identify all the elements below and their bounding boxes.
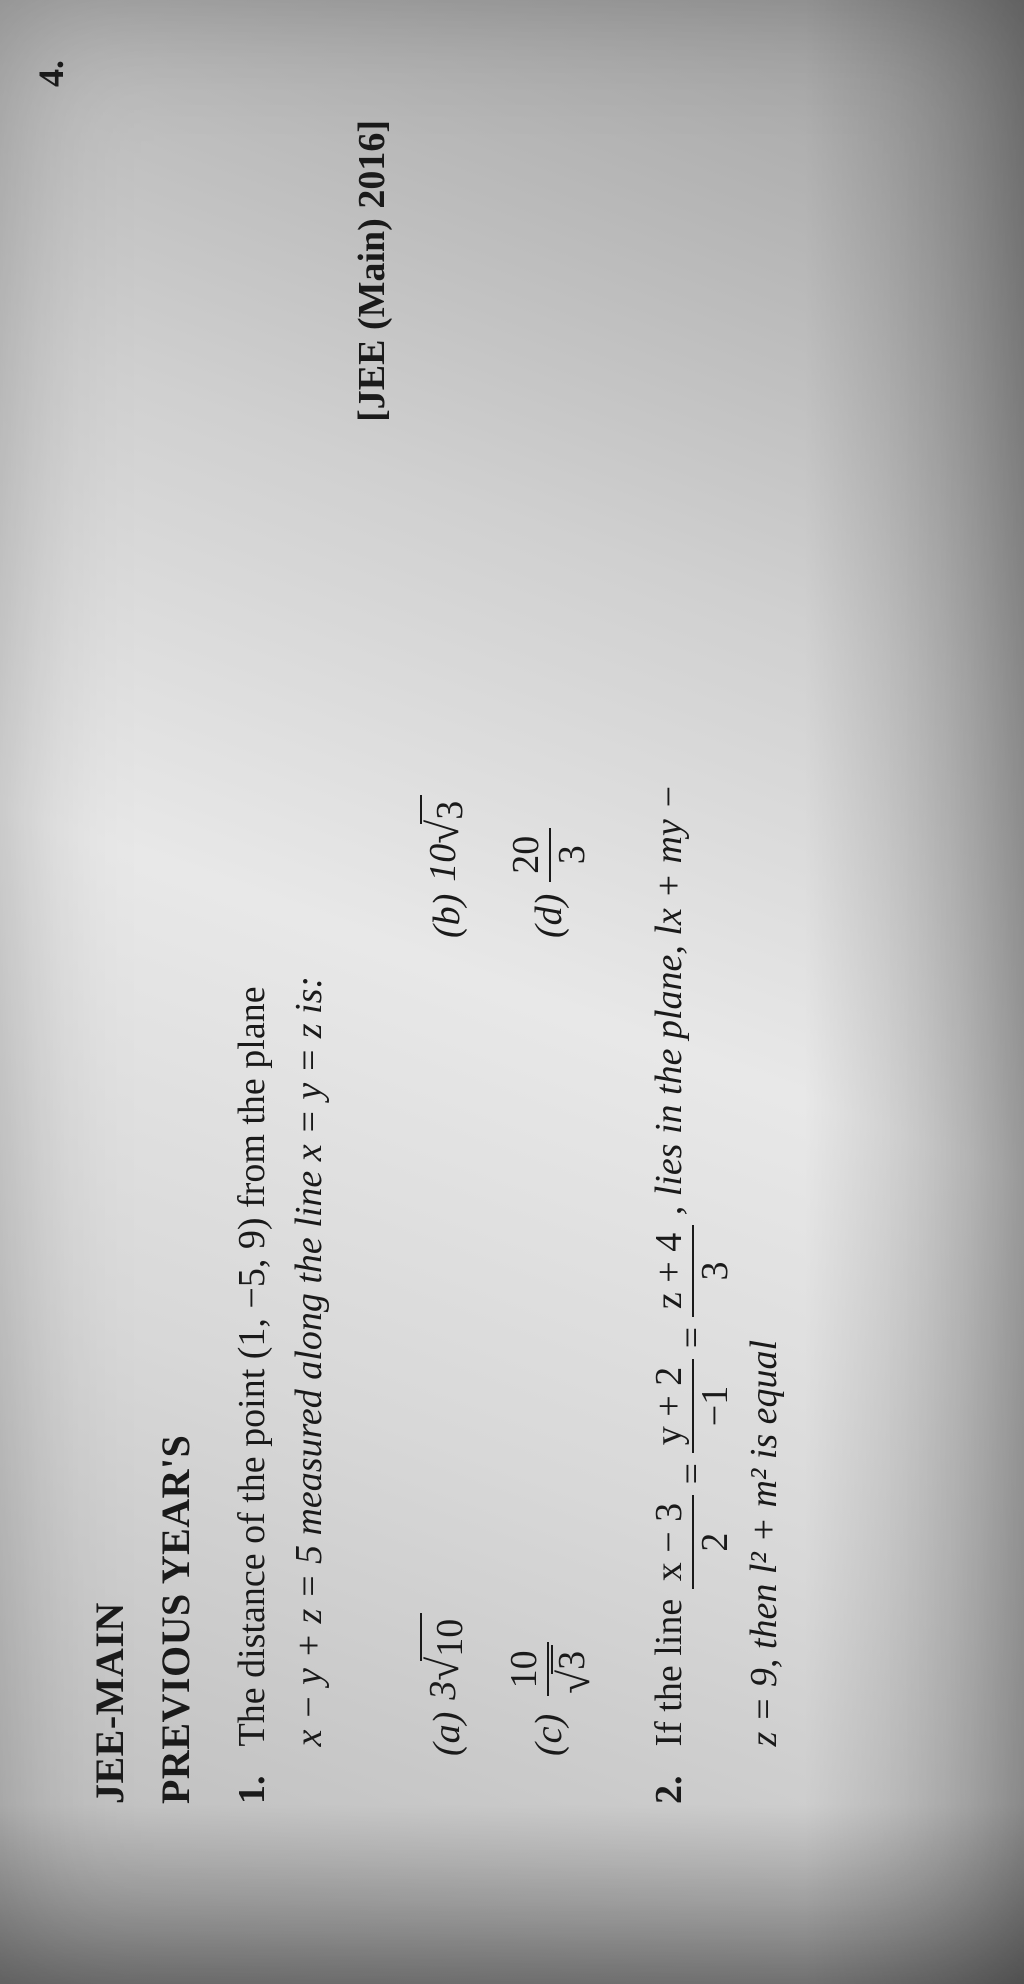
option-a: (a) 3√10 bbox=[415, 938, 479, 1756]
option-d: (d) 20 3 bbox=[505, 120, 595, 938]
fraction-numerator: y + 2 bbox=[650, 1359, 694, 1453]
option-c: (c) 10 √3 bbox=[505, 938, 595, 1756]
option-label: (d) bbox=[521, 894, 578, 938]
question-line-2: x − y + z = 5 measured along the line x … bbox=[288, 976, 330, 1747]
option-value: 3√10 bbox=[415, 1613, 479, 1700]
eq-frac-1: x − 3 2 bbox=[650, 1495, 736, 1589]
eq-frac-3: z + 4 3 bbox=[650, 1225, 736, 1317]
section-title-main: JEE-MAIN bbox=[80, 120, 140, 1804]
rotated-page-wrap: 4. JEE-MAIN PREVIOUS YEAR'S 1. The dista… bbox=[0, 960, 1024, 1984]
fraction-numerator: x − 3 bbox=[650, 1495, 694, 1589]
eq-sep: = bbox=[664, 1325, 721, 1351]
options-grid: (a) 3√10 (b) 10√3 (c) 10 bbox=[415, 120, 621, 1756]
fraction-numerator: z + 4 bbox=[650, 1225, 694, 1317]
fraction-denominator: −1 bbox=[694, 1378, 736, 1434]
question-text: The distance of the point (1, −5, 9) fro… bbox=[224, 123, 338, 1747]
question-reference: [JEE (Main) 2016] bbox=[344, 120, 401, 1804]
fraction-denominator: 3 bbox=[694, 1253, 736, 1288]
fraction-numerator: 20 bbox=[507, 828, 551, 882]
option-value: 10√3 bbox=[415, 795, 479, 882]
eq-sep: = bbox=[664, 1461, 721, 1487]
section-title-sub: PREVIOUS YEAR'S bbox=[146, 120, 206, 1804]
page-binding-shadow bbox=[0, 1804, 1024, 1984]
option-value-fraction: 20 3 bbox=[507, 828, 593, 882]
question-suffix: , lies in the plane, lx + my − bbox=[648, 784, 690, 1215]
question-1: 1. The distance of the point (1, −5, 9) … bbox=[224, 120, 621, 1804]
paper-page: 4. JEE-MAIN PREVIOUS YEAR'S 1. The dista… bbox=[0, 0, 1024, 1984]
question-number: 2. bbox=[641, 1756, 698, 1804]
eq-frac-2: y + 2 −1 bbox=[650, 1359, 736, 1453]
option-value-fraction: 10 √3 bbox=[505, 1637, 595, 1702]
question-text: If the line x − 3 2 = y + 2 −1 = bbox=[641, 123, 793, 1747]
option-label: (a) bbox=[419, 1712, 476, 1756]
option-b: (b) 10√3 bbox=[415, 120, 479, 938]
question-continuation: z = 9, then l² + m² is equal bbox=[743, 1340, 785, 1747]
question-equation: x − 3 2 = y + 2 −1 = z + 4 3 bbox=[650, 1225, 736, 1589]
question-2: 2. If the line x − 3 2 = y + 2 −1 = bbox=[641, 120, 793, 1804]
question-prefix: If the line bbox=[648, 1599, 690, 1747]
top-right-page-marker: 4. bbox=[30, 60, 72, 87]
page-bottom-shadow bbox=[804, 0, 1024, 1984]
question-number: 1. bbox=[224, 1756, 281, 1804]
option-label: (c) bbox=[521, 1714, 578, 1756]
page-content: JEE-MAIN PREVIOUS YEAR'S 1. The distance… bbox=[80, 120, 813, 1804]
question-line-1: The distance of the point (1, −5, 9) fro… bbox=[231, 986, 273, 1746]
fraction-denominator: √3 bbox=[549, 1637, 595, 1702]
fraction-denominator: 2 bbox=[694, 1525, 736, 1560]
option-label: (b) bbox=[419, 894, 476, 938]
fraction-numerator: 10 bbox=[505, 1642, 549, 1696]
fraction-denominator: 3 bbox=[551, 837, 593, 872]
